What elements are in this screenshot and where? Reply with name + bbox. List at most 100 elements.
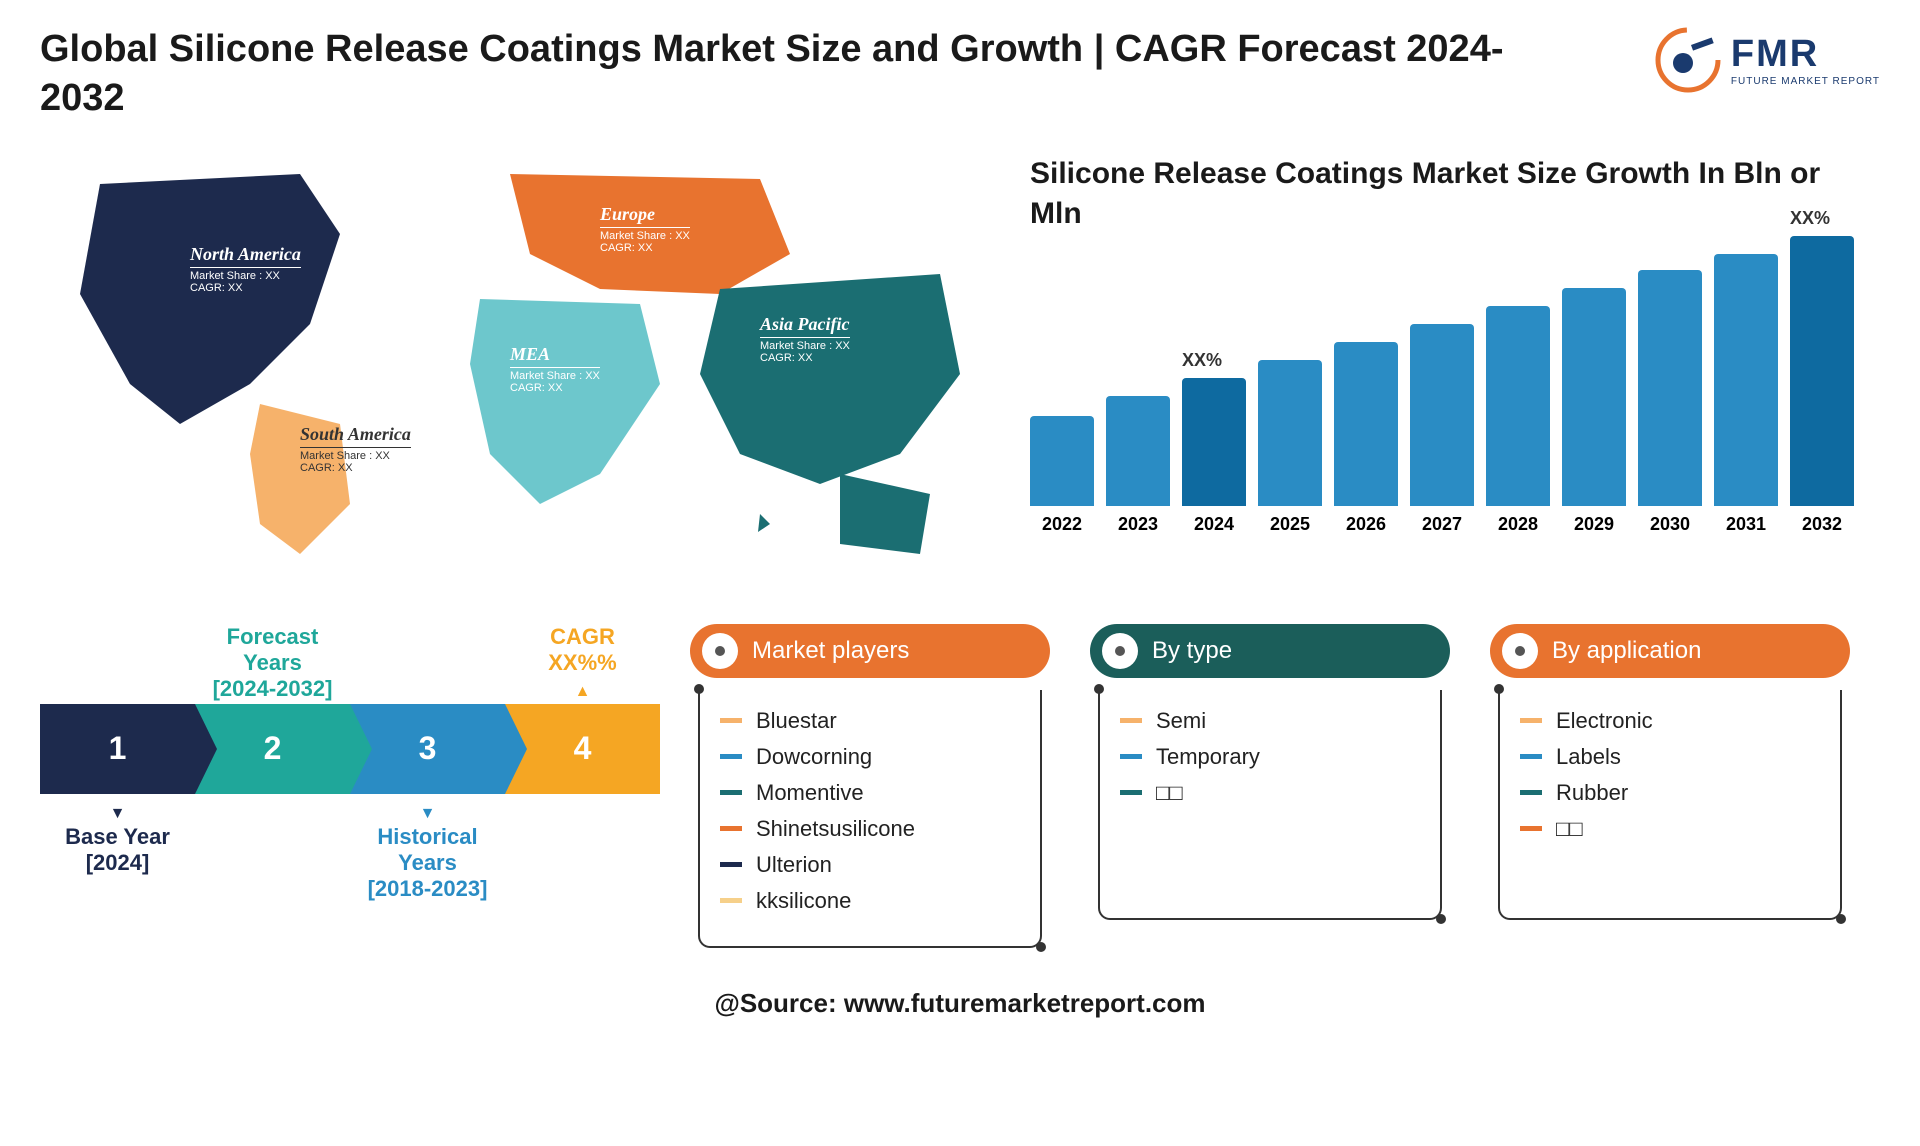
map-region-south-america: South America Market Share : XX CAGR: XX [300,424,411,474]
list-item-text: □□ [1556,816,1583,842]
list-item: Temporary [1120,744,1420,770]
chart-title: Silicone Release Coatings Market Size Gr… [1030,154,1880,235]
list-item: kksilicone [720,888,1020,914]
list-item: Labels [1520,744,1820,770]
list-item-text: Rubber [1556,780,1628,806]
list-item-text: Temporary [1156,744,1260,770]
list-item-text: kksilicone [756,888,851,914]
chart-bar: 2031 [1714,254,1778,535]
timeline-label-top: CAGRXX%%▲ [505,624,660,702]
list-marker-icon [1120,790,1142,795]
list-marker-icon [720,754,742,759]
category-header: Market players [690,624,1050,678]
logo-abbr: FMR [1731,33,1880,76]
pill-dot-icon [1102,633,1138,669]
category-list: Bluestar Dowcorning Momentive Shinetsusilic… [698,690,1042,948]
category-column: By type Semi Temporary □□ [1090,624,1450,948]
chart-bar: 2027 [1410,324,1474,535]
list-marker-icon [720,898,742,903]
bar-pct-label: XX% [1182,350,1222,371]
world-map: North America Market Share : XX CAGR: XX… [40,144,1000,564]
list-item: Dowcorning [720,744,1020,770]
bar-year-label: 2024 [1194,514,1234,535]
category-list: Electronic Labels Rubber □□ [1498,690,1842,920]
list-item-text: Labels [1556,744,1621,770]
bar-year-label: 2028 [1498,514,1538,535]
list-marker-icon [720,862,742,867]
page-title: Global Silicone Release Coatings Market … [40,25,1540,124]
fmr-logo: FMR FUTURE MARKET REPORT [1653,25,1880,95]
list-item-text: Semi [1156,708,1206,734]
timeline-step: 1 [40,704,195,794]
chart-bar: 2025 [1258,360,1322,535]
list-marker-icon [1520,790,1542,795]
timeline-step: 4 [505,704,660,794]
map-region-north-america: North America Market Share : XX CAGR: XX [190,244,301,294]
bar-year-label: 2022 [1042,514,1082,535]
list-marker-icon [1120,718,1142,723]
map-region-europe: Europe Market Share : XX CAGR: XX [600,204,690,254]
category-header-text: By application [1552,637,1701,665]
timeline-step: 3 [350,704,505,794]
list-item: Momentive [720,780,1020,806]
chart-bar: 2023 [1106,396,1170,535]
list-item: Ulterion [720,852,1020,878]
bar-pct-label: XX% [1790,208,1830,229]
list-marker-icon [720,718,742,723]
list-item-text: Ulterion [756,852,832,878]
list-item-text: Shinetsusilicone [756,816,915,842]
bar-year-label: 2023 [1118,514,1158,535]
list-marker-icon [1120,754,1142,759]
chart-bar: 2030 [1638,270,1702,535]
list-item: Electronic [1520,708,1820,734]
list-item-text: Dowcorning [756,744,872,770]
list-item: Semi [1120,708,1420,734]
bar-year-label: 2025 [1270,514,1310,535]
list-item-text: Electronic [1556,708,1653,734]
bar-year-label: 2032 [1802,514,1842,535]
timeline-label-bottom: ▼Historical Years[2018-2023] [350,798,505,902]
chart-bar: XX%2032 [1790,236,1854,535]
category-header: By type [1090,624,1450,678]
list-item-text: Momentive [756,780,864,806]
logo-icon [1653,25,1723,95]
category-header: By application [1490,624,1850,678]
chart-bar: XX%2024 [1182,378,1246,535]
chart-bar: 2022 [1030,416,1094,535]
category-header-text: By type [1152,637,1232,665]
category-column: By application Electronic Labels Rubber □□ [1490,624,1850,948]
bar-year-label: 2027 [1422,514,1462,535]
list-item: Rubber [1520,780,1820,806]
bar-year-label: 2031 [1726,514,1766,535]
pill-dot-icon [702,633,738,669]
list-marker-icon [720,826,742,831]
list-item: Shinetsusilicone [720,816,1020,842]
list-marker-icon [1520,826,1542,831]
list-item-text: □□ [1156,780,1183,806]
list-item: □□ [1120,780,1420,806]
bar-year-label: 2030 [1650,514,1690,535]
map-region-asia-pacific: Asia Pacific Market Share : XX CAGR: XX [760,314,850,364]
category-list: Semi Temporary □□ [1098,690,1442,920]
list-item: Bluestar [720,708,1020,734]
bar-year-label: 2026 [1346,514,1386,535]
category-column: Market players Bluestar Dowcorning Momentiv… [690,624,1050,948]
chart-bar: 2028 [1486,306,1550,535]
list-marker-icon [1520,754,1542,759]
pill-dot-icon [1502,633,1538,669]
bar-year-label: 2029 [1574,514,1614,535]
timeline: Forecast Years[2024-2032]▲CAGRXX%%▲ 1234… [40,624,660,898]
bar-chart: Silicone Release Coatings Market Size Gr… [1030,144,1880,564]
timeline-label-bottom: ▼Base Year[2024] [40,798,195,876]
list-item: □□ [1520,816,1820,842]
source-attribution: @Source: www.futuremarketreport.com [40,988,1880,1019]
list-marker-icon [1520,718,1542,723]
category-header-text: Market players [752,637,909,665]
list-item-text: Bluestar [756,708,837,734]
timeline-step: 2 [195,704,350,794]
map-region-mea: MEA Market Share : XX CAGR: XX [510,344,600,394]
chart-bar: 2026 [1334,342,1398,535]
logo-subtitle: FUTURE MARKET REPORT [1731,76,1880,87]
chart-bar: 2029 [1562,288,1626,535]
list-marker-icon [720,790,742,795]
